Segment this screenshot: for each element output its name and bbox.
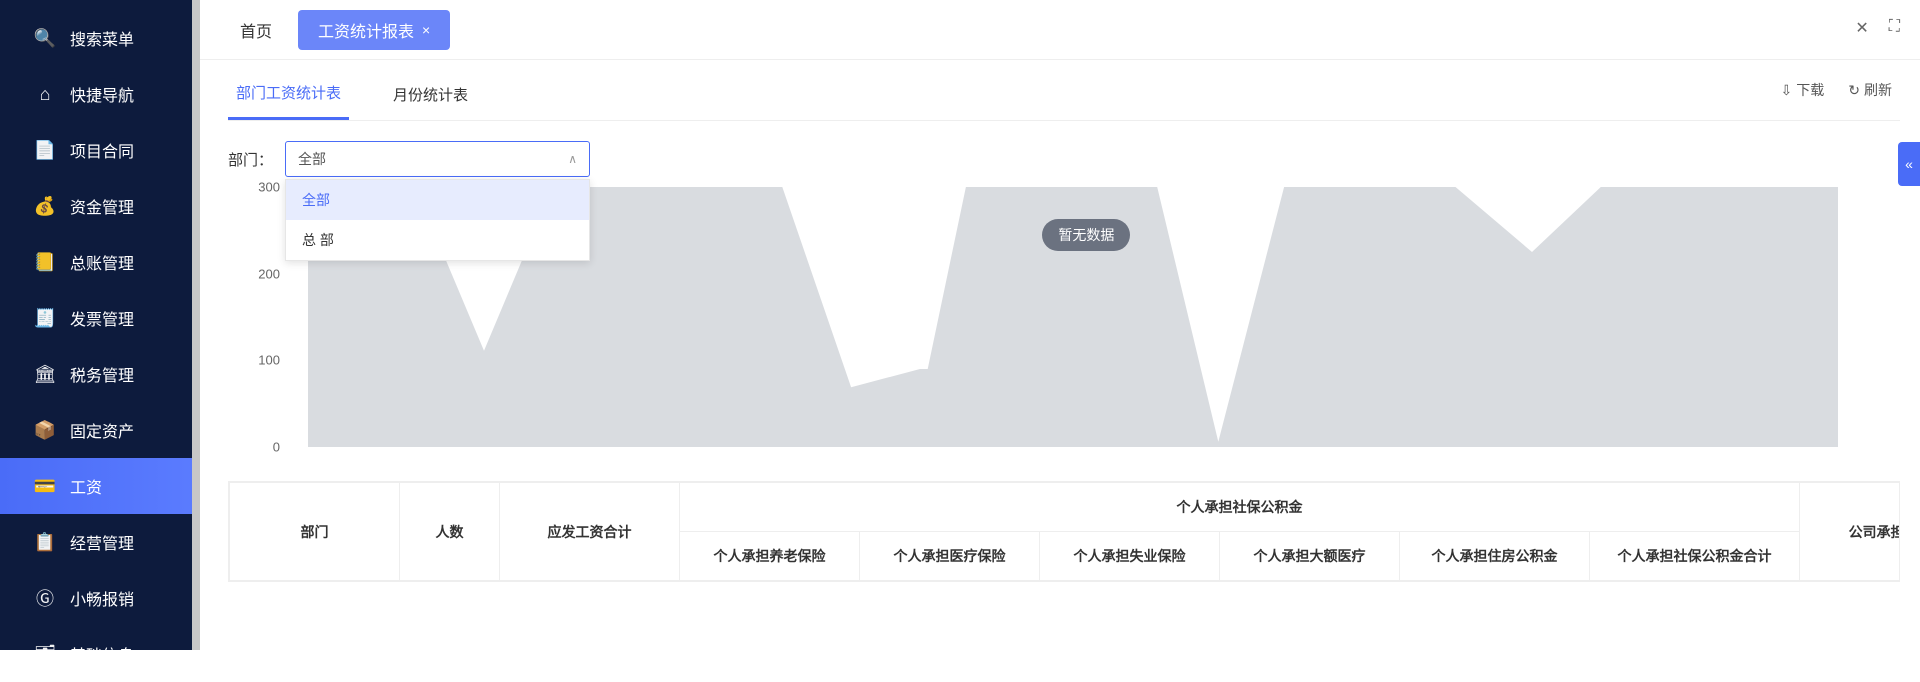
sidebar-item-home[interactable]: ⌂ 快捷导航: [0, 66, 200, 122]
sidebar-item-biz[interactable]: 📋 经营管理: [0, 514, 200, 570]
sidebar-item-salary[interactable]: 💳 工资: [0, 458, 200, 514]
search-icon: 🔍: [34, 27, 56, 49]
chevron-up-icon: ∧: [568, 152, 577, 166]
sidebar-item-label: 快捷导航: [70, 82, 134, 106]
dropdown-option-all[interactable]: 全部: [286, 180, 589, 220]
base-icon: 🗂: [34, 643, 56, 665]
download-icon: ⇩: [1781, 82, 1793, 99]
inner-actions: ⇩ 下载 ↻ 刷新: [1781, 80, 1892, 100]
refresh-icon: ↻: [1848, 82, 1860, 99]
y-tick: 200: [244, 266, 280, 281]
col-company-pension: 公司承担养老保险: [1800, 483, 1900, 581]
sidebar-item-asset[interactable]: 📦 固定资产: [0, 402, 200, 458]
sidebar-item-label: 小畅报销: [70, 586, 134, 610]
sidebar-item-base[interactable]: 🗂 基础信息: [0, 626, 200, 682]
col-unemploy: 个人承担失业保险: [1040, 532, 1220, 581]
table: 部门 人数 应发工资合计 个人承担社保公积金 公司承担养老保险 个人承担养老保险…: [229, 482, 1900, 581]
col-medical: 个人承担医疗保险: [860, 532, 1040, 581]
biz-icon: 📋: [34, 531, 56, 553]
sidebar-item-label: 总账管理: [70, 250, 134, 274]
col-dept: 部门: [230, 483, 400, 581]
filter-row: 部门： 全部 ∧ 全部 总 部: [228, 121, 1900, 187]
dropdown-option-hq-label: 总 部: [302, 230, 334, 250]
sidebar: 🔍 搜索菜单 ⌂ 快捷导航 📄 项目合同 💰 资金管理 📒 总账管理 🧾 发票管理 🏛 税务管理 📦 固定资产…: [0, 0, 200, 650]
fullscreen-icon[interactable]: ⛶: [1889, 18, 1900, 38]
tab-home-label: 首页: [240, 18, 272, 42]
main-area: 首页 工资统计报表 × ✕ ⛶ 部门工资统计表 月份统计表 ⇩ 下载: [200, 0, 1920, 650]
refresh-button[interactable]: ↻ 刷新: [1848, 80, 1892, 100]
inner-tab-dept[interactable]: 部门工资统计表: [228, 72, 349, 120]
salary-icon: 💳: [34, 475, 56, 497]
col-subtotal: 个人承担社保公积金合计: [1590, 532, 1800, 581]
tab-home[interactable]: 首页: [220, 10, 292, 50]
dropdown-option-hq[interactable]: 总 部: [286, 220, 589, 260]
ledger-icon: 📒: [34, 251, 56, 273]
inner-tab-dept-label: 部门工资统计表: [236, 85, 341, 102]
inner-tab-bar: 部门工资统计表 月份统计表 ⇩ 下载 ↻ 刷新: [228, 72, 1900, 121]
sidebar-item-tax[interactable]: 🏛 税务管理: [0, 346, 200, 402]
top-tab-bar: 首页 工资统计报表 × ✕ ⛶: [200, 0, 1920, 60]
sidebar-item-label: 基础信息: [70, 642, 134, 666]
inner-tab-month[interactable]: 月份统计表: [385, 74, 476, 119]
sidebar-item-invoice[interactable]: 🧾 发票管理: [0, 290, 200, 346]
doc-icon: 📄: [34, 139, 56, 161]
sidebar-scrollbar[interactable]: [192, 0, 200, 650]
sidebar-item-search[interactable]: 🔍 搜索菜单: [0, 10, 200, 66]
close-all-icon[interactable]: ✕: [1855, 18, 1868, 38]
dept-select-box[interactable]: 全部 ∧: [285, 141, 590, 177]
col-count: 人数: [400, 483, 500, 581]
tax-icon: 🏛: [34, 363, 56, 385]
sidebar-item-label: 固定资产: [70, 418, 134, 442]
summary-table: 部门 人数 应发工资合计 个人承担社保公积金 公司承担养老保险 个人承担养老保险…: [228, 481, 1900, 582]
no-data-text: 暂无数据: [1058, 227, 1114, 243]
no-data-badge: 暂无数据: [1042, 219, 1130, 251]
col-pension: 个人承担养老保险: [680, 532, 860, 581]
sidebar-item-ledger[interactable]: 📒 总账管理: [0, 234, 200, 290]
sidebar-item-label: 税务管理: [70, 362, 134, 386]
tab-salary-report-label: 工资统计报表: [318, 18, 414, 42]
sidebar-item-label: 资金管理: [70, 194, 134, 218]
content-panel: 部门工资统计表 月份统计表 ⇩ 下载 ↻ 刷新 部门： 全部: [200, 60, 1920, 582]
sidebar-item-doc[interactable]: 📄 项目合同: [0, 122, 200, 178]
dept-select: 全部 ∧ 全部 总 部: [285, 141, 590, 177]
sidebar-item-label: 发票管理: [70, 306, 134, 330]
download-label: 下载: [1796, 80, 1824, 100]
sidebar-item-label: 经营管理: [70, 530, 134, 554]
dept-dropdown: 全部 总 部: [285, 179, 590, 261]
sidebar-item-expense[interactable]: Ⓖ 小畅报销: [0, 570, 200, 626]
tab-salary-report[interactable]: 工资统计报表 ×: [298, 10, 450, 50]
refresh-label: 刷新: [1864, 80, 1892, 100]
col-bigmed: 个人承担大额医疗: [1220, 532, 1400, 581]
col-housing: 个人承担住房公积金: [1400, 532, 1590, 581]
col-total: 应发工资合计: [500, 483, 680, 581]
expense-icon: Ⓖ: [34, 587, 56, 609]
dept-select-value: 全部: [298, 149, 326, 169]
invoice-icon: 🧾: [34, 307, 56, 329]
top-right-actions: ✕ ⛶: [1855, 18, 1900, 38]
col-group-personal: 个人承担社保公积金: [680, 483, 1800, 532]
dept-filter-label: 部门：: [228, 149, 273, 170]
close-icon[interactable]: ×: [422, 22, 430, 38]
sidebar-item-money[interactable]: 💰 资金管理: [0, 178, 200, 234]
home-icon: ⌂: [34, 83, 56, 105]
dropdown-option-all-label: 全部: [302, 190, 330, 210]
y-tick: 300: [244, 180, 280, 195]
y-tick: 100: [244, 353, 280, 368]
sidebar-item-label: 工资: [70, 474, 102, 498]
sidebar-item-label: 项目合同: [70, 138, 134, 162]
download-button[interactable]: ⇩ 下载: [1781, 80, 1825, 100]
chevron-left-icon: «: [1905, 156, 1913, 172]
money-icon: 💰: [34, 195, 56, 217]
asset-icon: 📦: [34, 419, 56, 441]
y-tick: 0: [244, 440, 280, 455]
collapse-handle[interactable]: «: [1898, 142, 1920, 186]
sidebar-item-label: 搜索菜单: [70, 26, 134, 50]
inner-tab-month-label: 月份统计表: [393, 87, 468, 104]
